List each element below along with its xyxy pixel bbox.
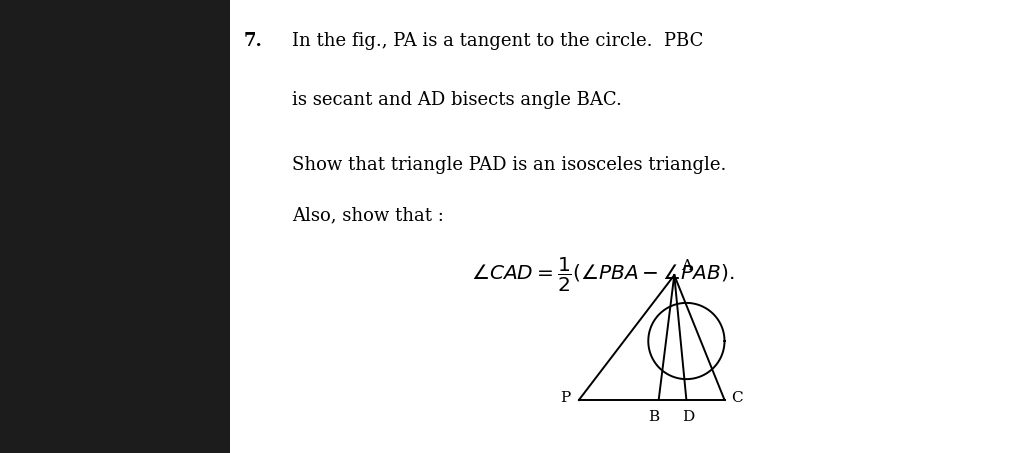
Text: Show that triangle PAD is an isosceles triangle.: Show that triangle PAD is an isosceles t…: [292, 156, 726, 174]
Text: A: A: [681, 260, 692, 274]
Text: P: P: [560, 391, 570, 405]
Text: 7.: 7.: [244, 32, 262, 50]
Text: Also, show that :: Also, show that :: [292, 206, 443, 224]
Text: In the fig., PA is a tangent to the circle.  PBC: In the fig., PA is a tangent to the circ…: [292, 32, 703, 50]
Text: D: D: [682, 410, 694, 424]
Bar: [230, 0, 1024, 453]
Text: B: B: [648, 410, 659, 424]
Text: is secant and AD bisects angle BAC.: is secant and AD bisects angle BAC.: [292, 91, 622, 109]
Text: C: C: [731, 391, 743, 405]
Text: $\angle CAD = \dfrac{1}{2}(\angle PBA - \angle PAB).$: $\angle CAD = \dfrac{1}{2}(\angle PBA - …: [471, 256, 734, 294]
